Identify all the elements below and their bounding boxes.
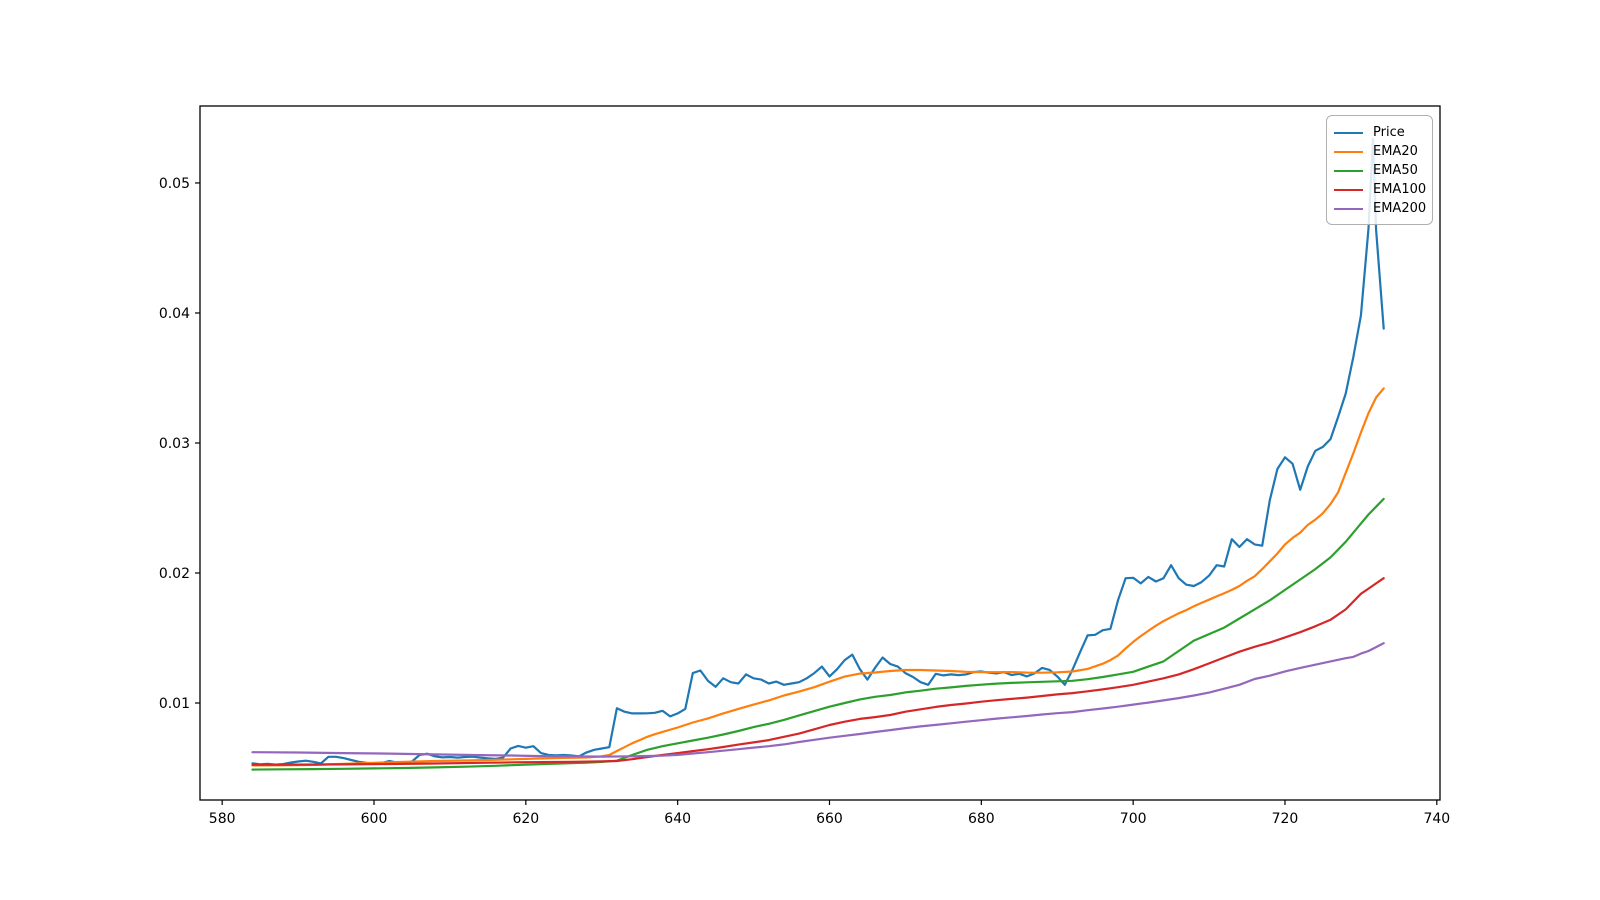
series-line-ema200 bbox=[251, 642, 1385, 758]
series-line-price bbox=[251, 137, 1385, 766]
x-tick-label: 660 bbox=[816, 811, 843, 827]
legend-item-ema20: EMA20 bbox=[1334, 142, 1424, 161]
legend-item-ema100: EMA100 bbox=[1334, 180, 1427, 199]
y-tick-label: 0.02 bbox=[159, 566, 190, 582]
legend-line-sample bbox=[1334, 131, 1363, 134]
legend-line-sample bbox=[1334, 169, 1363, 172]
x-tick-label: 680 bbox=[968, 811, 995, 827]
series-line-ema20 bbox=[251, 387, 1385, 767]
legend-item-ema200: EMA200 bbox=[1334, 199, 1427, 218]
y-tick-label: 0.03 bbox=[159, 436, 190, 452]
legend-label: Price bbox=[1373, 125, 1405, 140]
legend-label: EMA20 bbox=[1373, 144, 1418, 159]
x-tick-label: 620 bbox=[512, 811, 539, 827]
x-tick-label: 740 bbox=[1423, 811, 1450, 827]
legend-item-price: Price bbox=[1334, 123, 1424, 142]
series-line-ema100 bbox=[251, 577, 1385, 766]
legend-label: EMA100 bbox=[1373, 182, 1427, 197]
x-tick-label: 720 bbox=[1272, 811, 1299, 827]
y-tick-label: 0.01 bbox=[159, 696, 190, 712]
legend-line-sample bbox=[1334, 188, 1363, 191]
chart-legend: Price EMA20 EMA50 EMA100 EMA200 bbox=[1326, 115, 1433, 225]
x-tick-label: 700 bbox=[1120, 811, 1147, 827]
legend-item-ema50: EMA50 bbox=[1334, 161, 1424, 180]
legend-line-sample bbox=[1334, 150, 1363, 153]
x-tick-label: 580 bbox=[209, 811, 236, 827]
y-tick-label: 0.04 bbox=[159, 306, 190, 322]
x-tick-label: 640 bbox=[664, 811, 691, 827]
x-tick-label: 600 bbox=[361, 811, 388, 827]
legend-line-sample bbox=[1334, 207, 1363, 210]
y-tick-label: 0.05 bbox=[159, 176, 190, 192]
plot-spines bbox=[199, 105, 1441, 801]
legend-label: EMA50 bbox=[1373, 163, 1418, 178]
legend-label: EMA200 bbox=[1373, 201, 1427, 216]
